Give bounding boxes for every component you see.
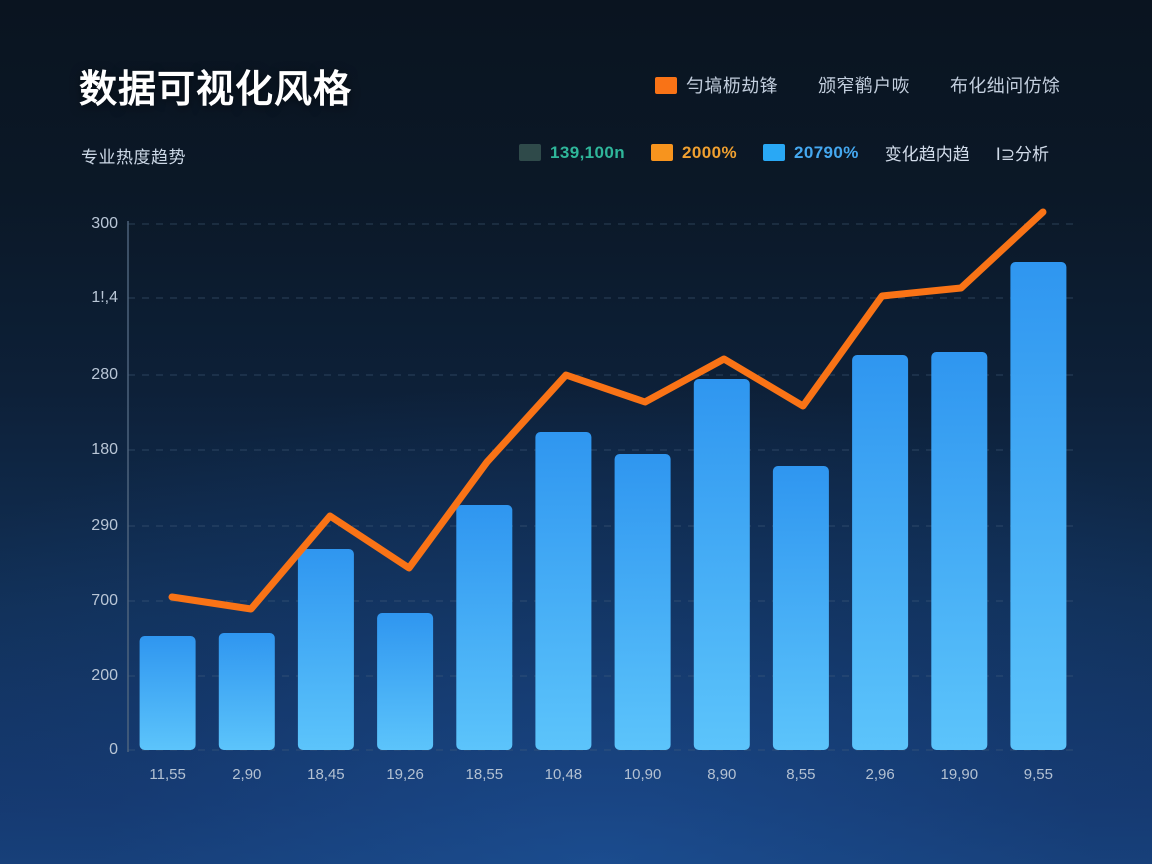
y-axis-tick-label: 0 xyxy=(109,741,118,758)
page-subtitle: 专业热度趋势 xyxy=(81,148,186,167)
x-axis-tick-label: 8,55 xyxy=(786,766,816,783)
legend-item-label: 20790% xyxy=(793,142,859,162)
legend-top-item-label: 勻塙枥劫锋 xyxy=(686,76,778,96)
bar[interactable] xyxy=(377,613,434,750)
x-axis-tick-label: 2,90 xyxy=(232,766,262,783)
x-axis-tick-label: 11,55 xyxy=(149,766,186,783)
y-axis-tick-label: 700 xyxy=(91,592,118,609)
y-axis-tick-label: 180 xyxy=(91,441,118,458)
y-axis-tick-label: 280 xyxy=(91,366,118,383)
legend-top-item[interactable]: 颁窄鹡户咴 xyxy=(818,72,910,98)
bar[interactable] xyxy=(535,432,592,750)
legend-top-item[interactable]: 勻塙枥劫锋 xyxy=(655,72,778,98)
legend-swatch-icon xyxy=(762,144,785,161)
legend-main-row: 139,100n 2000% 20790% 变化趋内趋 Ⅰ⊇分析 xyxy=(519,140,1049,165)
x-axis-tick-label: 10,90 xyxy=(623,766,662,783)
x-axis-tick-label: 19,26 xyxy=(386,766,424,783)
bar[interactable] xyxy=(1010,262,1067,750)
legend-item[interactable]: 2000% xyxy=(651,143,737,163)
x-axis-tick-label: 10,48 xyxy=(544,766,583,783)
x-axis-tick-label: 18,55 xyxy=(465,766,504,783)
bar[interactable] xyxy=(139,636,196,750)
y-axis-tick-label: 290 xyxy=(91,517,118,534)
legend-item-label: 139,100n xyxy=(550,142,626,162)
x-axis-tick-label: 8,90 xyxy=(707,766,737,783)
grid-lines xyxy=(128,223,1078,751)
bar[interactable] xyxy=(456,505,513,750)
x-axis-tick-label: 2,96 xyxy=(865,766,895,783)
y-axis-labels: 300 1!,4 280 180 290 700 200 0 xyxy=(60,0,118,864)
legend-top-item[interactable]: 布化绌问仿馀 xyxy=(950,72,1060,98)
legend-swatch-icon xyxy=(651,144,674,161)
bar[interactable] xyxy=(772,466,829,750)
bar[interactable] xyxy=(218,633,275,750)
legend-top-item-label: 颁窄鹡户咴 xyxy=(818,76,910,96)
legend-top-item-label: 布化绌问仿馀 xyxy=(950,76,1061,96)
legend-text-item[interactable]: Ⅰ⊇分析 xyxy=(996,140,1049,165)
page-title: 数据可视化风格 xyxy=(79,69,353,111)
y-axis-tick-label: 1!,4 xyxy=(91,289,118,306)
bar[interactable] xyxy=(693,379,750,750)
legend-item-label: 2000% xyxy=(682,142,737,162)
bar-series xyxy=(139,262,1067,750)
bar[interactable] xyxy=(614,454,671,750)
bar[interactable] xyxy=(297,549,354,750)
legend-item-label: 变化趋内趋 xyxy=(884,145,970,164)
legend-top-row: 勻塙枥劫锋 颁窄鹡户咴 布化绌问仿馀 xyxy=(655,72,1060,98)
legend-swatch-icon xyxy=(655,76,677,94)
legend-item[interactable]: 20790% xyxy=(762,142,859,163)
legend-item-label: Ⅰ⊇分析 xyxy=(995,145,1050,164)
x-axis-tick-label: 9,55 xyxy=(1023,766,1053,783)
y-axis-tick-label: 300 xyxy=(91,215,118,232)
trend-line-series xyxy=(168,208,1047,613)
legend-swatch-icon xyxy=(519,144,541,161)
bar[interactable] xyxy=(931,352,988,750)
y-axis-tick-label: 200 xyxy=(91,667,118,684)
legend-text-item[interactable]: 变化趋内趋 xyxy=(885,140,970,165)
bar[interactable] xyxy=(852,355,909,750)
x-axis-tick-label: 19,90 xyxy=(940,766,979,783)
legend-item[interactable]: 139,100n xyxy=(519,143,625,163)
x-axis-tick-label: 18,45 xyxy=(307,766,345,783)
